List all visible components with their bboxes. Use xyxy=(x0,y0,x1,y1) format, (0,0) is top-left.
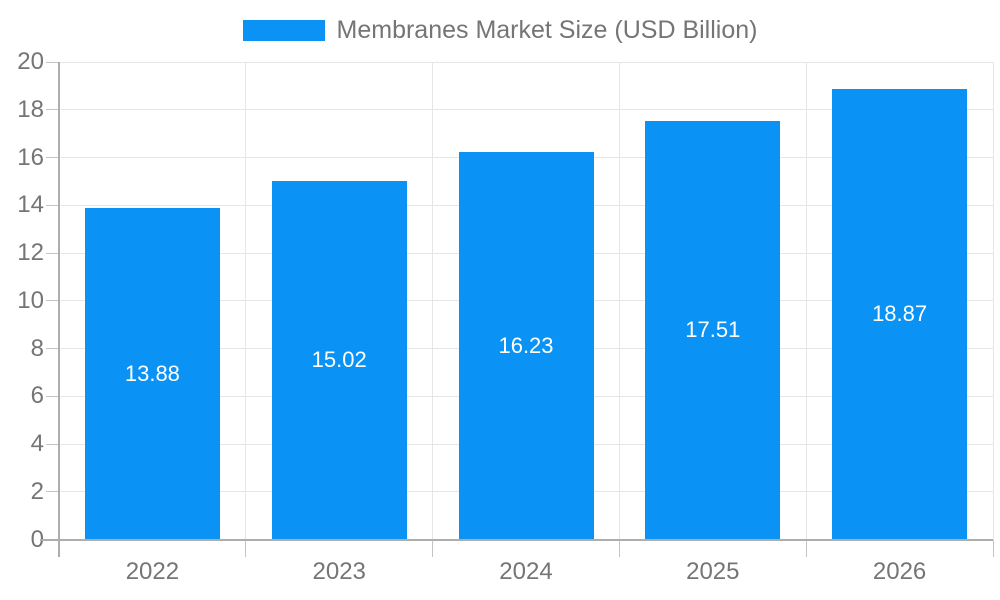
y-axis-tick xyxy=(46,204,59,206)
legend-label: Membranes Market Size (USD Billion) xyxy=(336,15,758,44)
y-axis-tick xyxy=(46,491,59,493)
y-axis-tick xyxy=(46,300,59,302)
x-axis-label-2024: 2024 xyxy=(499,558,553,585)
x-gridline xyxy=(432,62,434,540)
x-gridline xyxy=(245,62,247,540)
y-axis-tick xyxy=(46,348,59,349)
y-axis-label: 8 xyxy=(30,334,44,362)
x-axis-label-2022: 2022 xyxy=(125,558,180,585)
y-axis-label: 4 xyxy=(30,430,44,457)
bar-2022 xyxy=(84,208,220,540)
y-axis-tick xyxy=(46,395,59,397)
bar-value-label: 15.02 xyxy=(311,347,367,373)
y-axis-label: 20 xyxy=(17,48,44,75)
y-axis-label: 6 xyxy=(30,382,44,410)
x-axis-label-2023: 2023 xyxy=(312,558,366,585)
y-axis-tick xyxy=(46,443,59,445)
y-axis-tick xyxy=(46,61,59,63)
y-axis-tick xyxy=(46,109,59,111)
x-gridline xyxy=(992,62,994,540)
y-gridline xyxy=(59,61,993,63)
x-gridline xyxy=(618,62,620,540)
bar-value-label: 17.51 xyxy=(685,317,741,343)
bar-value-label: 18.87 xyxy=(872,301,928,327)
bar-2023 xyxy=(271,180,407,540)
y-axis-label: 2 xyxy=(30,477,44,505)
y-axis-label: 14 xyxy=(17,191,44,219)
y-axis-tick xyxy=(46,157,59,158)
bar-2026 xyxy=(832,88,968,540)
y-gridline xyxy=(59,109,993,111)
x-axis-line xyxy=(40,538,993,541)
x-gridline xyxy=(805,62,807,540)
legend: Membranes Market Size (USD Billion) xyxy=(0,14,1000,46)
legend-swatch xyxy=(242,19,325,41)
y-axis-label: 10 xyxy=(17,286,44,314)
x-axis-tick xyxy=(245,539,247,557)
x-axis-tick xyxy=(432,539,434,557)
x-axis-tick xyxy=(805,539,807,557)
bar-value-label: 13.88 xyxy=(124,360,180,386)
x-axis-tick xyxy=(992,539,994,557)
y-axis-line xyxy=(58,62,60,557)
bar-2024 xyxy=(458,152,594,540)
x-axis-label-2026: 2026 xyxy=(872,558,927,585)
bar-value-label: 16.23 xyxy=(498,332,554,358)
y-axis-tick xyxy=(46,252,59,254)
y-axis-label: 18 xyxy=(17,95,44,123)
y-axis-label: 16 xyxy=(17,143,44,171)
bar-2025 xyxy=(645,121,781,540)
x-axis-tick xyxy=(618,539,620,557)
y-axis-label: 0 xyxy=(30,525,44,553)
y-axis-label: 12 xyxy=(17,239,44,266)
x-axis-label-2025: 2025 xyxy=(686,558,740,585)
